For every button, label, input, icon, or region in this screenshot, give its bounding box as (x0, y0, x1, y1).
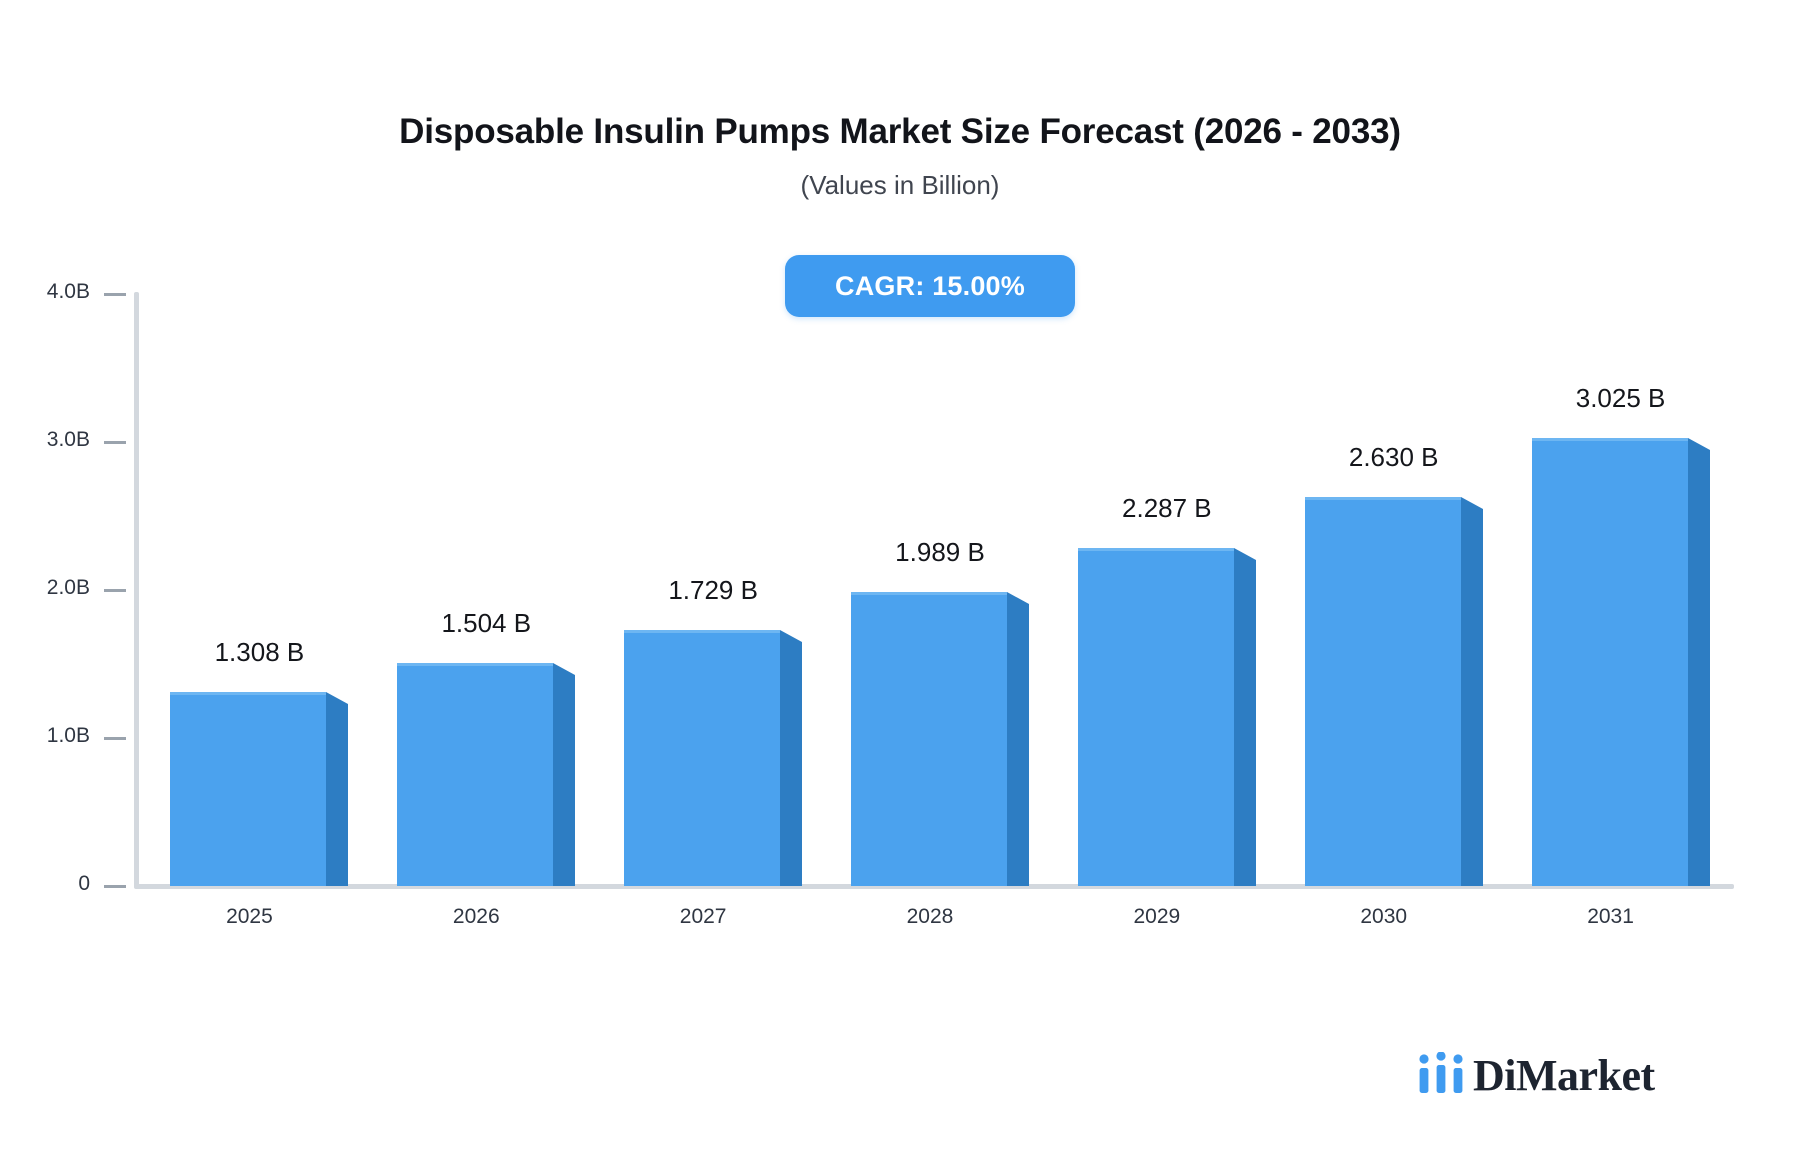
y-axis-label: 4.0B (46, 280, 90, 303)
bar-front-face (1077, 547, 1234, 886)
x-axis-label: 2026 (452, 905, 500, 928)
bar[interactable] (624, 630, 803, 886)
three-bars-icon (1418, 1051, 1464, 1099)
bar-side-face (1460, 508, 1483, 886)
bar-top-cap (780, 630, 803, 643)
x-axis-label: 2031 (1587, 905, 1634, 928)
y-axis-label: 0 (78, 872, 90, 895)
bar-front-face (397, 663, 554, 886)
bar-front-face (170, 692, 327, 886)
bar-value-label: 2.630 B (1348, 441, 1439, 472)
logo-text: DiMarket (1473, 1050, 1655, 1100)
bar-side-face (780, 642, 803, 886)
cagr-badge: CAGR: 15.00% (785, 255, 1075, 317)
bar-top-cap (553, 663, 576, 676)
bar[interactable] (851, 591, 1029, 886)
bar-value-label: 3.025 B (1575, 383, 1666, 414)
bar-side-face (326, 704, 349, 886)
bar-top-cap (1007, 591, 1029, 604)
bar-side-face (1233, 559, 1256, 886)
bar[interactable] (170, 692, 349, 886)
bar[interactable] (1077, 547, 1256, 886)
x-axis-label: 2030 (1360, 905, 1408, 928)
bar-top-cap (326, 692, 349, 705)
bar-side-face (553, 675, 576, 886)
y-axis-label: 3.0B (46, 428, 90, 451)
bar[interactable] (1531, 438, 1710, 886)
y-tick-mark (104, 441, 126, 444)
x-axis-label: 2027 (679, 905, 727, 928)
bar-side-face (1687, 450, 1710, 886)
bar-front-face (1531, 438, 1688, 886)
bar-value-label: 1.989 B (895, 536, 985, 567)
bar-front-face (1304, 496, 1461, 886)
y-axis-label: 2.0B (46, 576, 90, 599)
bar-value-label: 1.729 B (668, 575, 758, 606)
chart-subtitle: (Values in Billion) (800, 170, 1000, 200)
bar[interactable] (1304, 496, 1483, 886)
y-tick-mark (104, 293, 126, 296)
chart-title: Disposable Insulin Pumps Market Size For… (399, 112, 1401, 151)
x-axis-label: 2025 (226, 905, 273, 928)
bar-top-cap (1687, 438, 1710, 451)
bar-value-label: 1.504 B (441, 608, 532, 639)
x-axis-label: 2028 (906, 905, 954, 928)
bar-front-face (624, 630, 781, 886)
y-axis-label: 1.0B (46, 724, 90, 747)
y-tick-mark (104, 885, 126, 888)
dimarket-logo: DiMarket (1418, 1050, 1655, 1100)
y-axis-line (134, 292, 139, 888)
bar-front-face (851, 591, 1007, 886)
y-tick-mark (104, 589, 126, 592)
bar[interactable] (397, 663, 576, 886)
bar-top-cap (1233, 547, 1256, 560)
bar-top-cap (1460, 496, 1483, 509)
bar-value-label: 2.287 B (1122, 492, 1212, 523)
bar-side-face (1007, 603, 1029, 886)
y-tick-mark (104, 737, 126, 740)
x-axis-line (134, 884, 1734, 889)
bar-value-label: 1.308 B (214, 637, 305, 668)
x-axis-label: 2029 (1133, 905, 1181, 928)
